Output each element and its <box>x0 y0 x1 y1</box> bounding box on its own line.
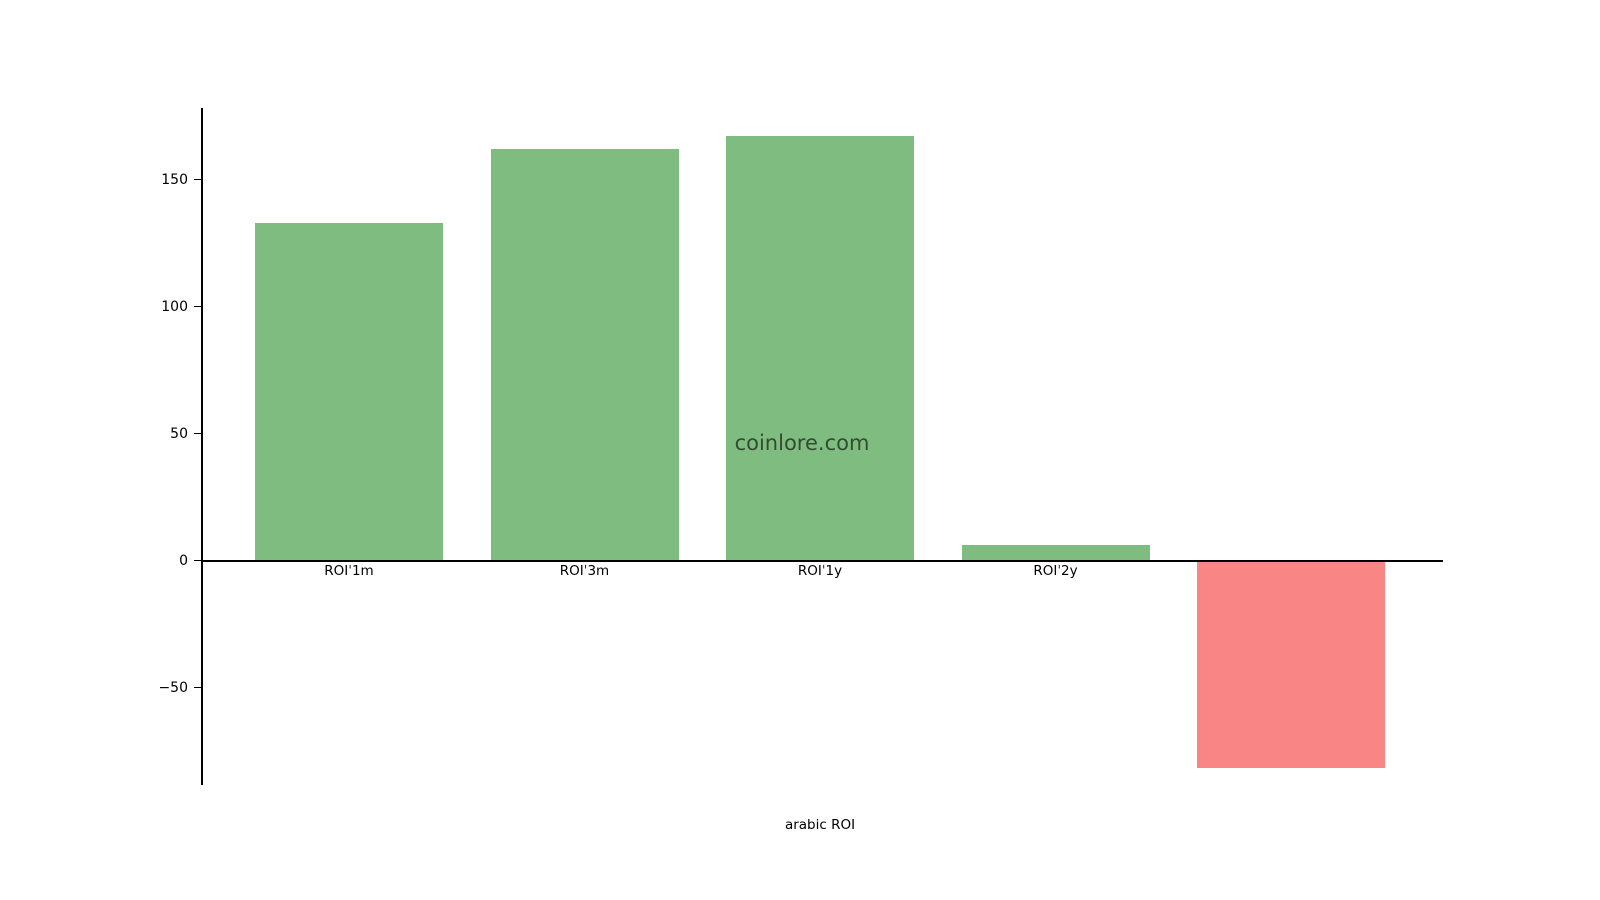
watermark-text: coinlore.com <box>734 431 870 455</box>
x-tick-label: ROIˈ1m <box>324 563 374 579</box>
bar-roi-1y <box>726 136 914 561</box>
bar-roi-2y <box>961 545 1150 561</box>
x-axis-line <box>201 560 1443 562</box>
bar-roi-3m <box>490 149 679 561</box>
bar-unlabeled <box>1197 562 1385 768</box>
bar-roi-1m <box>255 222 443 561</box>
x-tick-label: ROIˈ2y <box>1033 563 1078 579</box>
y-axis-spine <box>201 108 203 785</box>
y-tick-mark <box>194 305 201 308</box>
y-tick-label: 0 <box>179 552 188 569</box>
y-tick-label: −50 <box>158 679 188 696</box>
y-tick-label: 150 <box>161 171 188 188</box>
y-tick-label: 100 <box>161 298 188 315</box>
x-axis-title: arabic ROI <box>784 817 856 833</box>
y-tick-mark <box>194 178 201 181</box>
x-tick-label: ROIˈ3m <box>559 563 610 579</box>
y-tick-mark <box>194 686 201 689</box>
y-tick-label: 50 <box>170 425 188 442</box>
y-tick-mark <box>194 559 201 562</box>
x-tick-label: ROIˈ1y <box>797 563 843 579</box>
y-tick-mark <box>194 432 201 435</box>
